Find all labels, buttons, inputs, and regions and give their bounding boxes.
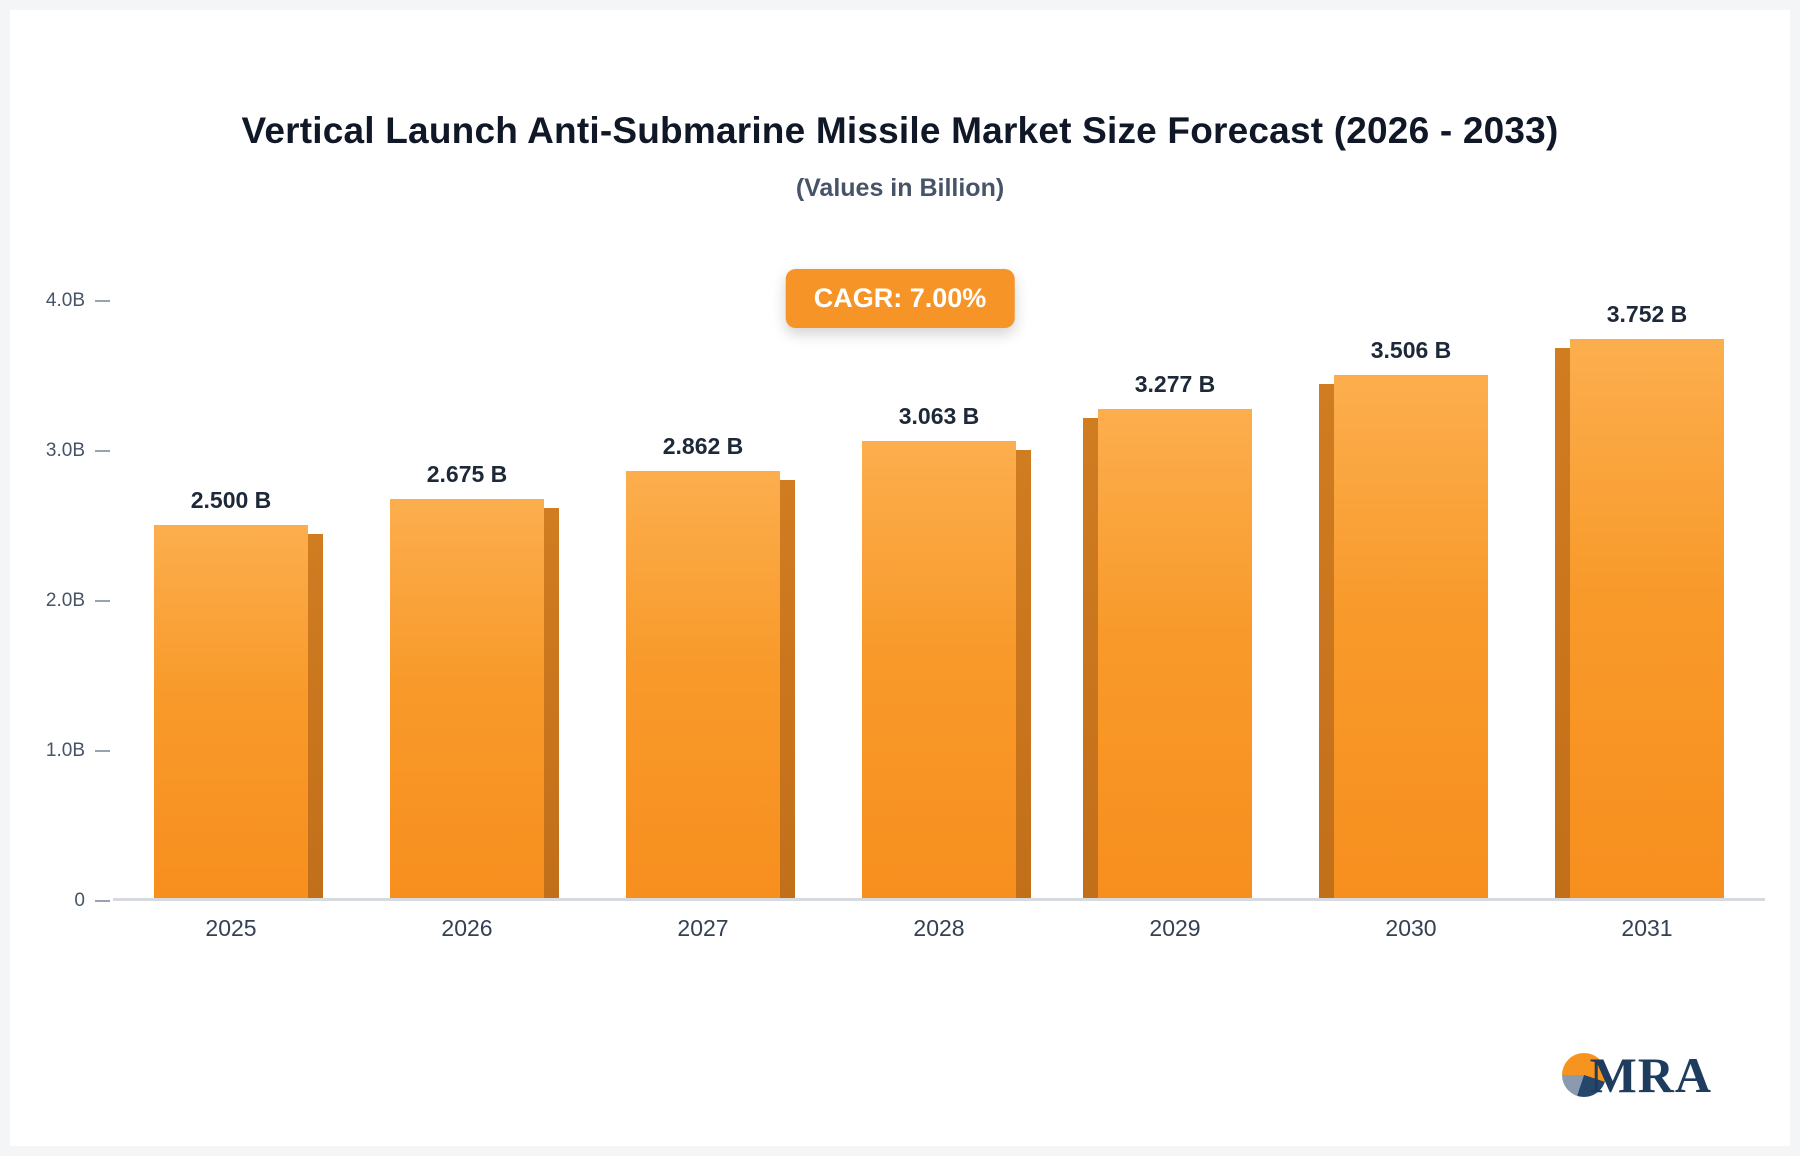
y-tick-mark <box>95 900 110 902</box>
bar-2026 <box>390 498 560 899</box>
chart-title: Vertical Launch Anti-Submarine Missile M… <box>241 110 1559 151</box>
logo-pie-icon <box>1561 1053 1606 1097</box>
y-tick: 3.0B <box>46 440 110 462</box>
bar-column: 3.752 B <box>1529 301 1765 898</box>
y-tick: 0 <box>74 890 110 912</box>
bar-value-label: 3.277 B <box>1134 370 1216 397</box>
bar-column: 2.500 B <box>113 301 349 899</box>
chart-card: Vertical Launch Anti-Submarine Missile M… <box>10 10 1790 1146</box>
y-axis: 4.0B 3.0B 2.0B 1.0B 0 <box>10 290 110 911</box>
bar-column: 2.862 B <box>585 301 821 899</box>
bars-row: 2.500 B 2.675 B 2.862 B 3.063 B 3.277 B 3.506… <box>113 301 1765 901</box>
y-tick-label: 0 <box>74 890 85 911</box>
bar-value-label: 3.063 B <box>898 402 980 429</box>
plot: 2.500 B 2.675 B 2.862 B 3.063 B 3.277 B 3.506… <box>113 301 1765 942</box>
bar-column: 2.675 B <box>349 301 585 899</box>
x-tick-label: 2028 <box>913 915 965 941</box>
y-tick: 1.0B <box>46 740 110 762</box>
bar-value-label: 2.500 B <box>190 486 272 513</box>
bar-column: 3.506 B <box>1293 301 1529 899</box>
x-tick-label: 2026 <box>441 915 493 941</box>
bar-2028 <box>862 440 1032 899</box>
bar-value-label: 2.862 B <box>662 432 744 459</box>
x-tick-label: 2025 <box>205 915 257 941</box>
bar-2025 <box>154 524 324 899</box>
x-tick-label: 2031 <box>1621 915 1673 941</box>
x-tick-label: 2029 <box>1149 915 1201 941</box>
y-tick-mark <box>95 450 110 452</box>
y-tick-mark <box>95 600 110 602</box>
logo-text: MRA <box>1589 1047 1712 1103</box>
bar-value-label: 3.752 B <box>1606 301 1688 327</box>
y-tick-label: 1.0B <box>45 740 85 761</box>
y-tick: 2.0B <box>46 590 110 612</box>
bar-2029 <box>1083 408 1252 899</box>
y-tick-label: 3.0B <box>45 440 85 461</box>
y-tick-label: 2.0B <box>45 590 85 611</box>
y-tick-label: 4.0B <box>45 290 85 311</box>
y-tick: 4.0B <box>46 290 110 312</box>
x-axis: 2025 2026 2027 2028 2029 2030 2031 <box>113 915 1765 942</box>
logo: MRA <box>1561 1046 1712 1104</box>
chart-subtitle: (Values in Billion) <box>795 174 1005 202</box>
bar-value-label: 3.506 B <box>1370 336 1452 363</box>
x-tick-label: 2027 <box>677 915 729 941</box>
y-tick-mark <box>95 750 110 752</box>
y-tick-mark <box>95 300 110 302</box>
bar-column: 3.063 B <box>821 301 1057 899</box>
bar-2031 <box>1555 339 1724 898</box>
chart-area: CAGR: 7.00% 4.0B 3.0B 2.0B 1.0B 0 2.500 B 2.6… <box>10 269 1790 1021</box>
bar-value-label: 2.675 B <box>426 460 508 487</box>
bar-2030 <box>1319 374 1488 899</box>
bar-column: 3.277 B <box>1057 301 1293 899</box>
bar-2027 <box>626 470 796 899</box>
cagr-badge: CAGR: 7.00% <box>785 269 1015 328</box>
x-tick-label: 2030 <box>1385 915 1437 941</box>
